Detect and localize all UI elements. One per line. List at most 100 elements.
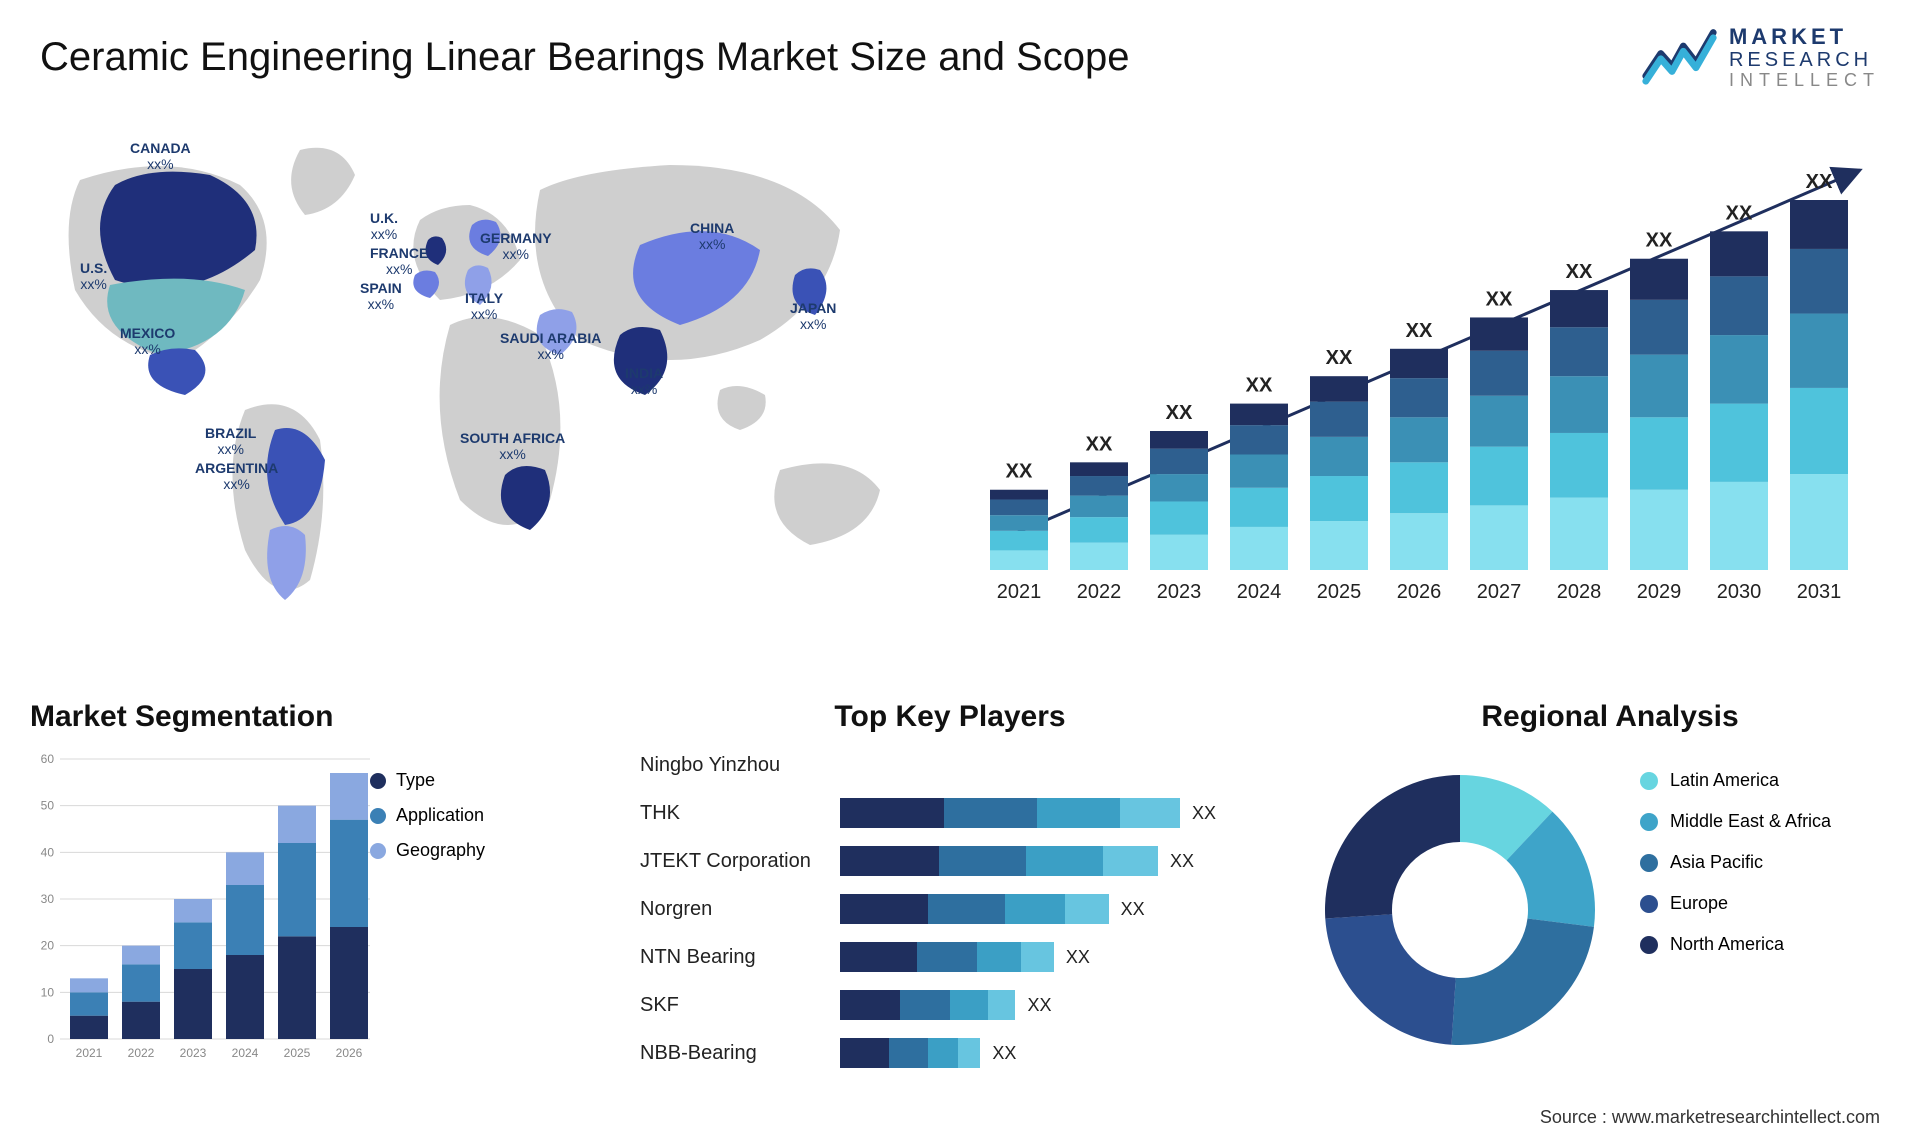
svg-text:XX: XX xyxy=(1326,347,1353,369)
player-name: Ningbo Yinzhou xyxy=(640,754,840,777)
svg-text:2031: 2031 xyxy=(1797,581,1842,603)
svg-text:2025: 2025 xyxy=(284,1046,311,1060)
map-label: SPAINxx% xyxy=(360,280,402,312)
map-label: BRAZILxx% xyxy=(205,425,256,457)
map-label: MEXICOxx% xyxy=(120,325,175,357)
map-label: U.S.xx% xyxy=(80,260,107,292)
svg-text:XX: XX xyxy=(1406,320,1433,342)
player-row: JTEKT Corporation XX xyxy=(640,840,1260,882)
player-value: XX xyxy=(1027,995,1051,1016)
segmentation-title: Market Segmentation xyxy=(30,700,590,734)
svg-text:0: 0 xyxy=(47,1032,54,1046)
svg-text:XX: XX xyxy=(1006,461,1033,483)
logo-text-3: INTELLECT xyxy=(1729,71,1880,91)
player-row: NTN Bearing XX xyxy=(640,936,1260,978)
player-value: XX xyxy=(1121,899,1145,920)
svg-text:XX: XX xyxy=(1806,171,1833,193)
map-label: SAUDI ARABIAxx% xyxy=(500,330,601,362)
player-name: THK xyxy=(640,802,840,825)
player-value: XX xyxy=(1170,851,1194,872)
svg-text:2026: 2026 xyxy=(1397,581,1442,603)
legend-item: Type xyxy=(370,770,485,791)
svg-text:XX: XX xyxy=(1246,375,1273,397)
player-bar xyxy=(840,894,1109,924)
player-value: XX xyxy=(1192,803,1216,824)
svg-text:XX: XX xyxy=(1486,288,1513,310)
svg-text:2028: 2028 xyxy=(1557,581,1602,603)
svg-text:2025: 2025 xyxy=(1317,581,1362,603)
regional-title: Regional Analysis xyxy=(1320,700,1900,734)
svg-text:2023: 2023 xyxy=(1157,581,1202,603)
svg-text:10: 10 xyxy=(41,985,55,999)
svg-text:2021: 2021 xyxy=(76,1046,103,1060)
svg-text:2027: 2027 xyxy=(1477,581,1522,603)
svg-text:XX: XX xyxy=(1566,261,1593,283)
regional-donut xyxy=(1310,760,1610,1060)
brand-logo: MARKET RESEARCH INTELLECT xyxy=(1642,25,1880,91)
map-label: CHINAxx% xyxy=(690,220,734,252)
svg-text:60: 60 xyxy=(41,752,55,766)
svg-text:2021: 2021 xyxy=(997,581,1042,603)
legend-item: Asia Pacific xyxy=(1640,852,1831,873)
svg-text:XX: XX xyxy=(1166,402,1193,424)
player-name: NBB-Bearing xyxy=(640,1042,840,1065)
source-attribution: Source : www.marketresearchintellect.com xyxy=(1540,1107,1880,1128)
legend-item: Europe xyxy=(1640,893,1831,914)
legend-item: Application xyxy=(370,805,485,826)
player-row: THK XX xyxy=(640,792,1260,834)
legend-item: North America xyxy=(1640,934,1831,955)
svg-text:XX: XX xyxy=(1726,202,1753,224)
map-label: FRANCExx% xyxy=(370,245,428,277)
svg-text:XX: XX xyxy=(1646,230,1673,252)
player-value: XX xyxy=(1066,947,1090,968)
svg-text:20: 20 xyxy=(41,939,55,953)
players-title: Top Key Players xyxy=(640,700,1260,734)
svg-text:2022: 2022 xyxy=(128,1046,155,1060)
page-title: Ceramic Engineering Linear Bearings Mark… xyxy=(40,35,1129,80)
player-bar xyxy=(840,798,1180,828)
svg-text:2024: 2024 xyxy=(232,1046,259,1060)
player-value: XX xyxy=(992,1043,1016,1064)
svg-text:2023: 2023 xyxy=(180,1046,207,1060)
player-name: NTN Bearing xyxy=(640,946,840,969)
svg-text:30: 30 xyxy=(41,892,55,906)
svg-text:XX: XX xyxy=(1086,433,1113,455)
player-row: Norgren XX xyxy=(640,888,1260,930)
map-label: SOUTH AFRICAxx% xyxy=(460,430,565,462)
player-bar xyxy=(840,846,1158,876)
map-label: U.K.xx% xyxy=(370,210,398,242)
map-label: ARGENTINAxx% xyxy=(195,460,278,492)
player-bar xyxy=(840,990,1015,1020)
market-size-chart: XX 2021 XX 2022 XX 2023 XX 2024 XX 2025 XX 2026 XX 20… xyxy=(970,140,1870,630)
world-map: CANADAxx% U.S.xx% MEXICOxx% BRAZILxx%ARGENT… xyxy=(20,130,920,650)
svg-text:40: 40 xyxy=(41,845,55,859)
svg-text:2026: 2026 xyxy=(336,1046,363,1060)
segmentation-legend: Type Application Geography xyxy=(370,770,485,875)
player-row: SKF XX xyxy=(640,984,1260,1026)
legend-item: Geography xyxy=(370,840,485,861)
svg-text:2030: 2030 xyxy=(1717,581,1762,603)
player-name: JTEKT Corporation xyxy=(640,850,840,873)
map-label: ITALYxx% xyxy=(465,290,503,322)
svg-text:50: 50 xyxy=(41,799,55,813)
player-row: Ningbo Yinzhou xyxy=(640,744,1260,786)
map-label: CANADAxx% xyxy=(130,140,191,172)
player-name: SKF xyxy=(640,994,840,1017)
player-bar xyxy=(840,1038,980,1068)
svg-text:2024: 2024 xyxy=(1237,581,1282,603)
svg-text:2029: 2029 xyxy=(1637,581,1682,603)
legend-item: Middle East & Africa xyxy=(1640,811,1831,832)
players-chart: Ningbo YinzhouTHKXXJTEKT CorporationXXNo… xyxy=(640,744,1260,1074)
svg-text:2022: 2022 xyxy=(1077,581,1122,603)
player-row: NBB-Bearing XX xyxy=(640,1032,1260,1074)
logo-icon xyxy=(1642,25,1717,90)
player-bar xyxy=(840,942,1054,972)
map-label: GERMANYxx% xyxy=(480,230,552,262)
regional-legend: Latin America Middle East & Africa Asia Pa… xyxy=(1640,770,1831,975)
map-label: INDIAxx% xyxy=(625,365,663,397)
logo-text-1: MARKET xyxy=(1729,25,1880,49)
player-name: Norgren xyxy=(640,898,840,921)
segmentation-chart: 0 10 20 30 40 50 60 2021 2022 2023 2024 2025 2026 xyxy=(30,749,370,1069)
map-label: JAPANxx% xyxy=(790,300,836,332)
legend-item: Latin America xyxy=(1640,770,1831,791)
